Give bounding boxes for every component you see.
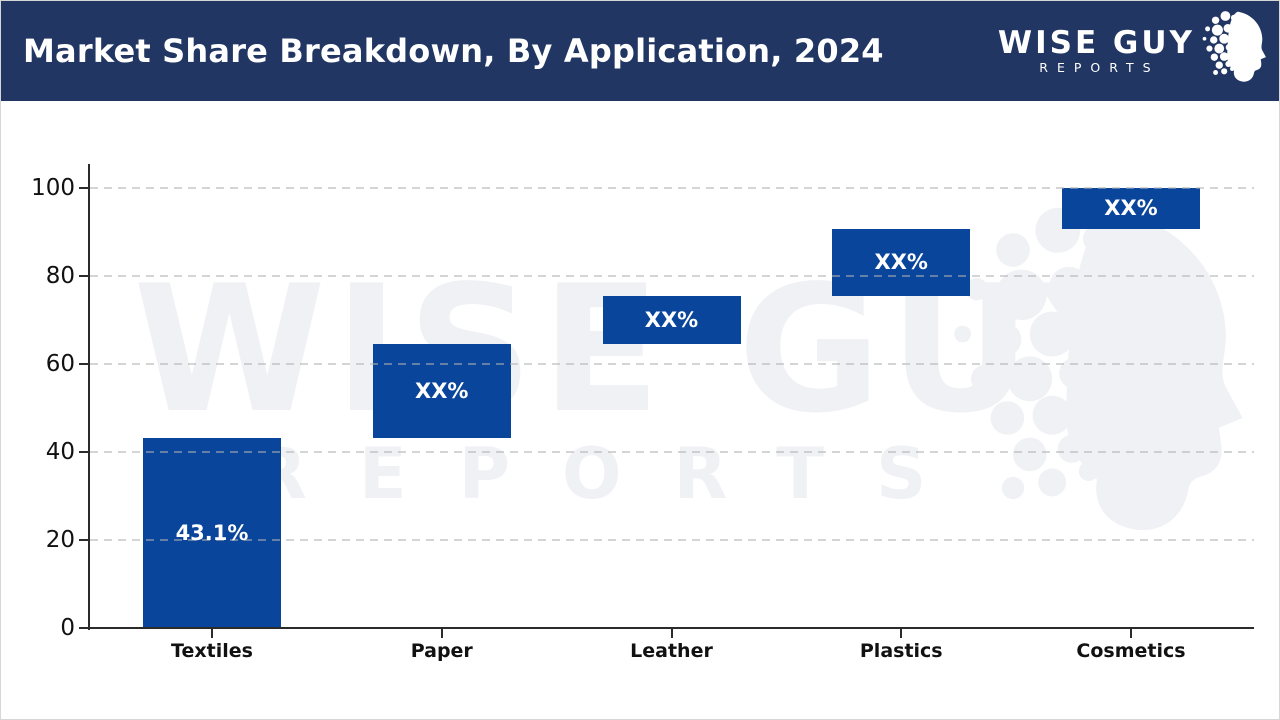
x-tick-label: Paper	[410, 640, 473, 662]
watermark-face-icon	[954, 208, 1243, 531]
y-tick-label: 60	[45, 351, 75, 377]
brand-tagline: REPORTS	[1039, 59, 1160, 75]
brand-logo: WISE GUY REPORTS	[998, 8, 1271, 94]
bar-cosmetics	[1062, 188, 1200, 229]
x-axis-tick	[440, 629, 443, 638]
x-tick-label: Leather	[630, 640, 713, 662]
bar-leather	[602, 295, 741, 344]
y-axis	[88, 164, 90, 630]
brand-face-icon	[1202, 11, 1266, 82]
x-axis-tick	[670, 629, 673, 638]
y-axis-tick	[79, 451, 88, 453]
gridline	[90, 275, 1254, 277]
y-tick-label: 20	[45, 527, 75, 553]
x-tick-label: Plastics	[859, 640, 943, 662]
y-tick-label: 0	[60, 615, 75, 641]
y-axis-tick	[79, 187, 88, 189]
x-axis-tick	[1130, 629, 1132, 638]
brand-name: WISE GUY	[997, 24, 1195, 61]
y-axis-tick	[79, 539, 88, 541]
bar-plastics	[832, 228, 971, 296]
y-axis-tick	[79, 363, 88, 365]
gridline	[90, 363, 1254, 365]
y-axis-tick	[79, 275, 88, 277]
gridline	[90, 451, 1254, 453]
bar-paper	[372, 343, 511, 439]
x-tick-label: Textiles	[171, 640, 253, 662]
y-tick-label: 80	[45, 263, 75, 289]
bar-textiles	[143, 438, 281, 628]
header-bar: Market Share Breakdown, By Application, …	[1, 1, 1279, 101]
x-axis-tick	[211, 629, 213, 638]
gridline	[90, 539, 1254, 541]
page-title: Market Share Breakdown, By Application, …	[23, 32, 884, 70]
gridline	[90, 187, 1254, 189]
x-axis-tick	[900, 629, 903, 638]
watermark-tagline-text: REPORTS	[253, 433, 979, 515]
x-tick-label: Cosmetics	[1076, 640, 1186, 662]
x-axis	[88, 627, 1254, 629]
y-tick-label: 100	[31, 175, 75, 201]
y-tick-label: 40	[45, 439, 75, 465]
y-axis-tick	[79, 627, 88, 629]
brand-logo-text: WISE GUY REPORTS	[997, 24, 1195, 75]
